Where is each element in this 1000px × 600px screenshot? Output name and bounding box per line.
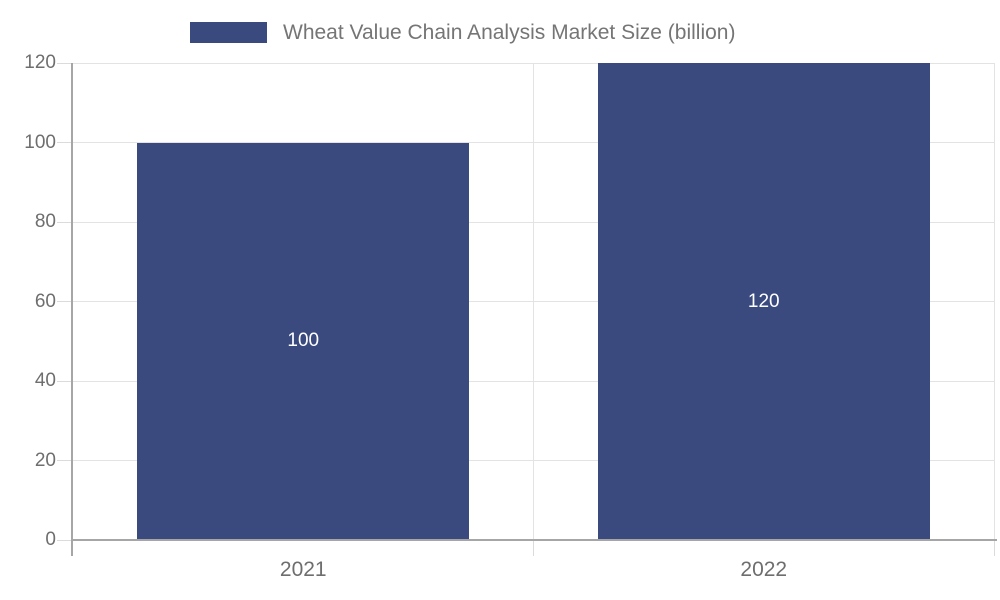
bar-2021 <box>137 142 470 540</box>
x-axis-line <box>73 539 997 541</box>
bar-value-label: 120 <box>747 290 780 312</box>
y-axis-tick-label: 120 <box>24 52 56 73</box>
y-axis-tick-label: 40 <box>34 370 56 391</box>
bar-2022 <box>597 63 930 540</box>
x-axis-tick-label: 2022 <box>740 558 788 581</box>
legend-swatch <box>190 22 267 43</box>
bar-value-label: 100 <box>287 330 320 352</box>
y-tick <box>57 460 73 461</box>
y-axis-tick-label: 100 <box>24 131 56 153</box>
category-boundary-gridline <box>533 63 534 540</box>
x-axis-tick-label: 2021 <box>279 558 327 581</box>
y-tick <box>57 301 73 302</box>
y-tick <box>57 142 73 143</box>
category-boundary-gridline <box>993 63 995 540</box>
y-tick <box>57 62 73 64</box>
x-tick <box>533 540 534 556</box>
y-tick <box>57 380 73 382</box>
y-tick <box>57 539 73 541</box>
y-axis-tick-label: 60 <box>34 290 56 312</box>
legend-label: Wheat Value Chain Analysis Market Size (… <box>283 21 736 44</box>
y-axis-tick-label: 20 <box>34 449 56 471</box>
y-axis-line <box>71 63 73 556</box>
y-axis-tick-label: 0 <box>45 529 56 550</box>
y-axis-tick-label: 80 <box>34 211 56 232</box>
x-tick <box>993 540 995 556</box>
y-tick <box>57 221 73 223</box>
